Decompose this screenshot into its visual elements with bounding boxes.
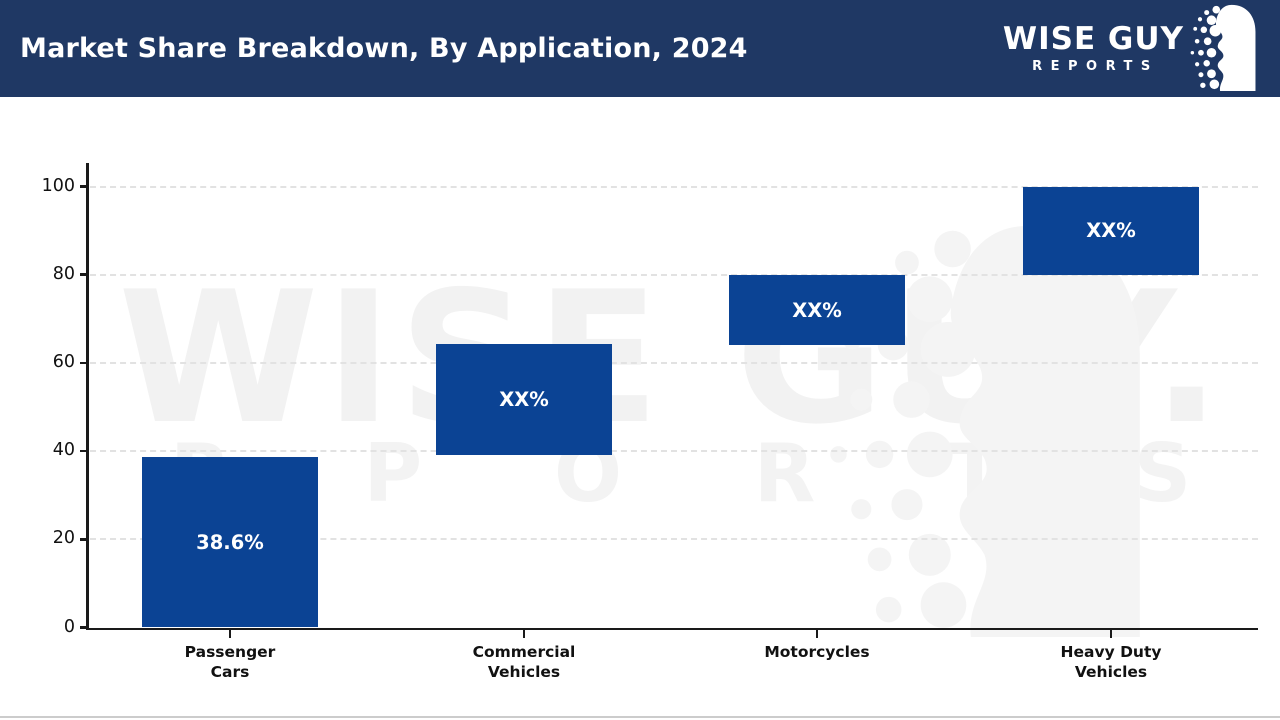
bar-value-label: 38.6% bbox=[196, 530, 264, 554]
x-tick-2 bbox=[522, 630, 526, 638]
y-tick-80 bbox=[80, 273, 88, 276]
y-tick-60 bbox=[80, 361, 88, 365]
y-tick-20 bbox=[80, 538, 88, 541]
x-tick-4 bbox=[1109, 630, 1113, 638]
y-tick-label-80: 80 bbox=[52, 263, 75, 284]
bar-value-label: XX% bbox=[1086, 219, 1136, 243]
header-bar: Market Share Breakdown, By Application, … bbox=[0, 0, 1280, 97]
x-axis bbox=[86, 627, 1258, 630]
y-tick-label-100: 100 bbox=[41, 175, 75, 196]
x-tick-1 bbox=[228, 630, 232, 638]
gridline-100 bbox=[90, 185, 1258, 188]
logo-text: WISE GUY REPORTS bbox=[1002, 20, 1184, 74]
y-tick-label-20: 20 bbox=[52, 528, 75, 549]
y-tick-40 bbox=[80, 449, 88, 453]
category-label-commercial-vehicles: Commercial Vehicles bbox=[472, 642, 576, 682]
y-axis bbox=[86, 163, 89, 629]
wise-guy-reports-logo: WISE GUY REPORTS bbox=[1003, 3, 1258, 95]
category-label-passenger-cars: Passenger Cars bbox=[184, 642, 276, 682]
bar-commercial-vehicles: XX% bbox=[436, 343, 612, 456]
gridline-20 bbox=[90, 538, 1258, 541]
gridline-80 bbox=[90, 273, 1258, 276]
y-tick-label-0: 0 bbox=[63, 616, 75, 637]
category-label-heavy-duty-vehicles: Heavy Duty Vehicles bbox=[1060, 642, 1162, 682]
logo-wordmark: WISE GUY bbox=[1002, 20, 1184, 57]
y-tick-label-40: 40 bbox=[52, 440, 75, 461]
logo-face-icon bbox=[1186, 3, 1258, 95]
chart-title: Market Share Breakdown, By Application, … bbox=[20, 33, 748, 64]
bar-motorcycles: XX% bbox=[729, 275, 905, 346]
logo-subtitle: REPORTS bbox=[1032, 58, 1159, 74]
bar-value-label: XX% bbox=[792, 298, 842, 322]
watermark-layer: WISE GUY. R P O R T S bbox=[0, 97, 1280, 720]
chart-area: WISE GUY. R P O R T S bbox=[0, 97, 1280, 720]
x-tick-3 bbox=[815, 630, 819, 638]
y-tick-100 bbox=[80, 185, 88, 188]
bar-heavy-duty-vehicles: XX% bbox=[1023, 186, 1199, 275]
gridline-40 bbox=[90, 450, 1258, 453]
gridline-60 bbox=[90, 361, 1258, 364]
footer-divider bbox=[0, 716, 1280, 718]
category-label-motorcycles: Motorcycles bbox=[764, 642, 870, 661]
y-tick-0 bbox=[80, 626, 88, 629]
bar-passenger-cars: 38.6% bbox=[142, 457, 318, 628]
bar-value-label: XX% bbox=[499, 388, 549, 412]
y-tick-label-60: 60 bbox=[52, 351, 75, 372]
watermark-face-icon bbox=[810, 217, 1150, 641]
